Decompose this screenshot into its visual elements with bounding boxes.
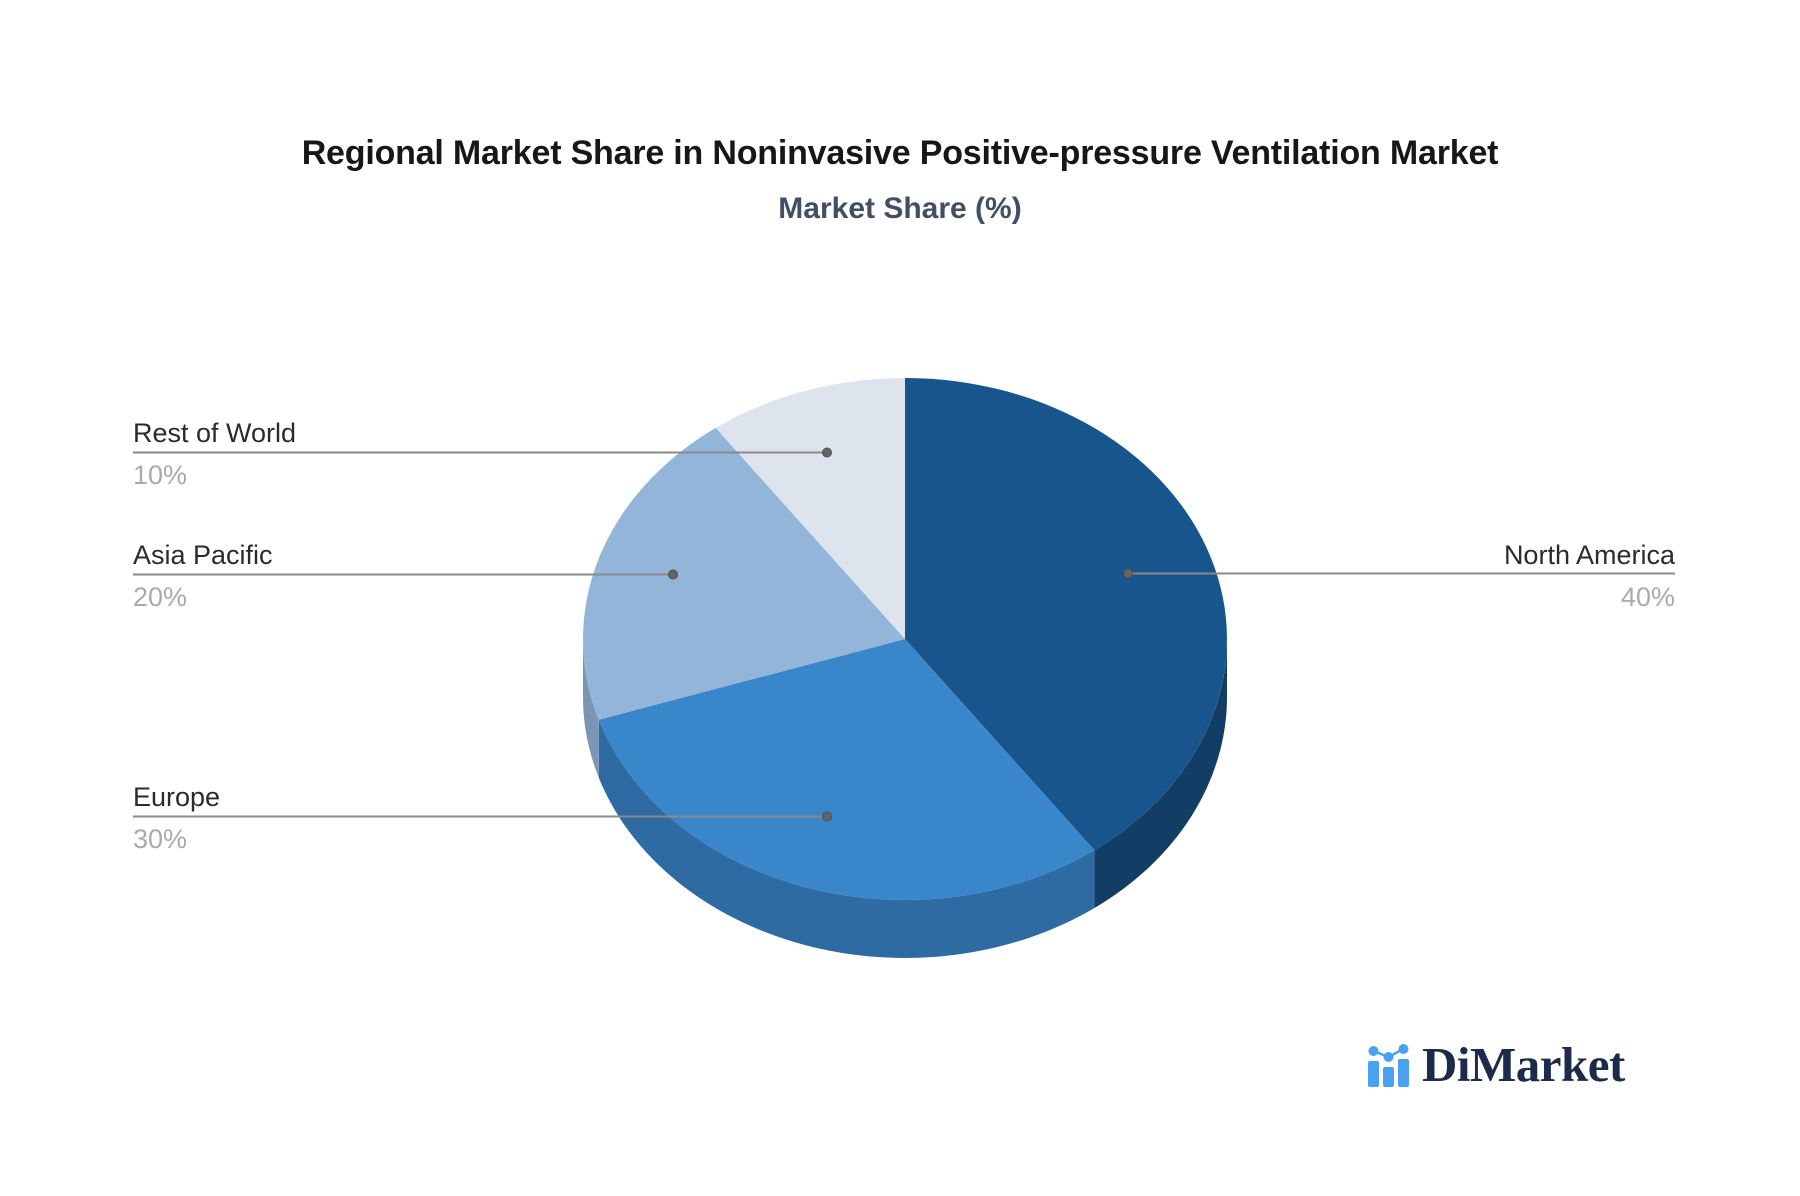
callout-value-asia-pacific: 20% — [133, 582, 188, 612]
callout-label-north-america: North America — [1503, 540, 1675, 570]
callout-value-rest-of-world: 10% — [133, 460, 188, 490]
pie-rim-europe — [598, 719, 1095, 958]
bar-line-chart-icon — [1368, 1044, 1409, 1087]
brand-logo: DiMarket — [1366, 1040, 1625, 1090]
pie-slice-europe[interactable] — [598, 639, 1095, 900]
callout-label-rest-of-world: Rest of World — [133, 418, 297, 448]
leader-dot-rest-of-world — [822, 447, 832, 458]
callout-label-asia-pacific: Asia Pacific — [133, 540, 273, 570]
leader-dot-asia-pacific — [668, 569, 678, 580]
callout-label-europe: Europe — [133, 782, 221, 812]
leader-dot-north-america — [1123, 568, 1133, 579]
pie-slice-north-america[interactable] — [905, 378, 1227, 851]
chart-title: Regional Market Share in Noninvasive Pos… — [301, 134, 1499, 172]
callout-value-north-america: 40% — [1620, 582, 1675, 612]
brand-logo-text: DiMarket — [1422, 1037, 1625, 1092]
chart-subtitle: Market Share (%) — [778, 192, 1022, 225]
pie-slice-rest-of-world[interactable] — [715, 378, 905, 639]
callout-value-europe: 30% — [133, 824, 188, 854]
leader-dot-europe — [822, 811, 832, 822]
pie-rim-asia-pacific — [583, 639, 599, 778]
pie-rim-north-america — [1094, 639, 1227, 909]
pie-slice-asia-pacific[interactable] — [583, 427, 905, 720]
